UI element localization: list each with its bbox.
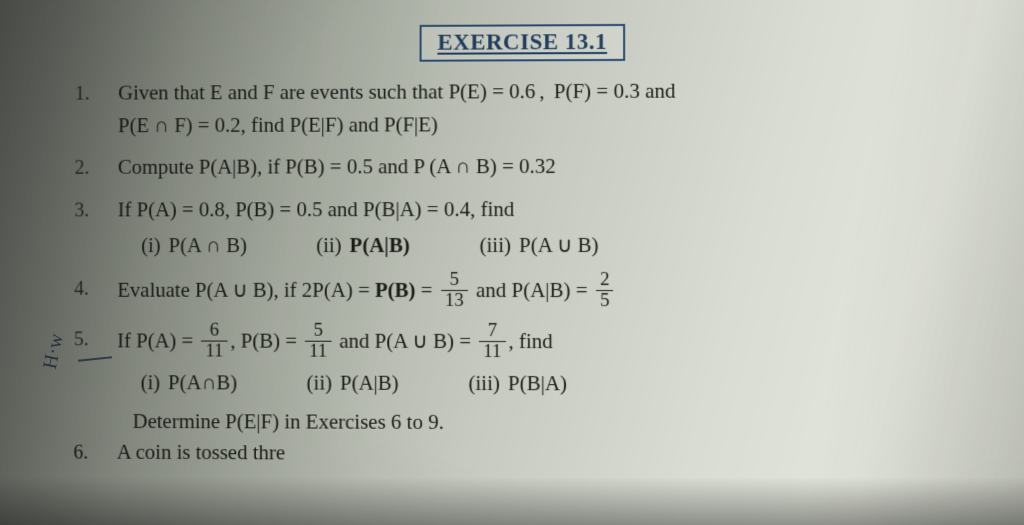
q4-pb: P(B) — [375, 278, 416, 302]
q3-part-iii-text: P(A ∪ B) — [519, 233, 599, 257]
q5-part-iii: (iii)P(B|A) — [468, 367, 567, 400]
question-6-partial: A coin is tossed thre — [73, 440, 978, 469]
frac-d: 13 — [441, 290, 468, 311]
q4-mid: and P(A|B) = — [471, 278, 593, 302]
q3-part-ii-text: P(A|B) — [350, 233, 410, 257]
q4-frac1: 513 — [441, 270, 468, 311]
q4-pre: Evaluate P(A ∪ B), if 2P(A) = — [117, 278, 375, 302]
comma-sep: , — [539, 79, 544, 103]
frac-n: 2 — [596, 270, 614, 290]
q3-part-i: (i)P(A ∩ B) — [141, 229, 247, 261]
q5-post: , find — [508, 329, 552, 353]
q3-parts: (i)P(A ∩ B) (ii)P(A|B) (iii)P(A ∪ B) — [117, 229, 977, 262]
frac-n: 5 — [441, 270, 468, 290]
q3-part-ii: (ii)P(A|B) — [316, 229, 410, 261]
q1-line1a: Given that E and F are events such that … — [118, 79, 535, 104]
frac-n: 5 — [305, 320, 331, 340]
exercise-title-wrap: EXERCISE 13.1 — [75, 22, 977, 63]
q5-mid2: and P(A ∪ B) = — [334, 329, 476, 353]
q5-frac1: 611 — [201, 320, 227, 361]
q2-text: Compute P(A|B), if P(B) = 0.5 and P (A ∩… — [118, 154, 556, 179]
q5-mid1: , P(B) = — [230, 329, 302, 353]
exercise-title: EXERCISE 13.1 — [419, 24, 625, 62]
frac-n: 7 — [479, 321, 505, 341]
q4-frac2: 25 — [596, 270, 614, 311]
q5-frac2: 511 — [305, 320, 331, 361]
q5-part-i-text: P(A∩B) — [168, 371, 237, 395]
q3-part-iii: (iii)P(A ∪ B) — [480, 229, 599, 262]
q1-line1c: and — [645, 79, 675, 103]
q5-frac3: 711 — [479, 321, 505, 362]
question-4: Evaluate P(A ∪ B), if 2P(A) = P(B) = 513… — [74, 272, 978, 313]
q3-part-i-text: P(A ∩ B) — [169, 233, 247, 257]
q4-eq: = — [416, 278, 438, 302]
q3-text: If P(A) = 0.8, P(B) = 0.5 and P(B|A) = 0… — [118, 197, 515, 221]
q5-part-i: (i)P(A∩B) — [141, 367, 238, 400]
q1-line2: P(E ∩ F) = 0.2, find P(E|F) and P(F|E) — [118, 112, 438, 137]
frac-d: 5 — [596, 290, 614, 311]
page-scan: EXERCISE 13.1 Given that E and F are eve… — [4, 0, 1024, 525]
q5-pre: If P(A) = — [117, 328, 198, 352]
question-1: Given that E and F are events such that … — [75, 74, 978, 142]
q5-part-ii-text: P(A|B) — [340, 371, 399, 395]
question-2: Compute P(A|B), if P(B) = 0.5 and P (A ∩… — [75, 149, 978, 183]
q5-parts: (i)P(A∩B) (ii)P(A|B) (iii)P(B|A) — [117, 367, 978, 402]
question-5: If P(A) = 611, P(B) = 511 and P(A ∪ B) =… — [74, 322, 979, 401]
frac-d: 11 — [305, 340, 331, 361]
q5-part-iii-text: P(B|A) — [508, 372, 567, 396]
q5-part-ii: (ii)P(A|B) — [307, 367, 399, 400]
determine-line: Determine P(E|F) in Exercises 6 to 9. — [74, 409, 979, 437]
question-3: If P(A) = 0.8, P(B) = 0.5 and P(B|A) = 0… — [74, 192, 978, 262]
frac-d: 11 — [201, 340, 227, 361]
frac-n: 6 — [201, 320, 227, 340]
question-list: Given that E and F are events such that … — [74, 74, 979, 402]
q1-line1b: P(F) = 0.3 — [554, 79, 640, 103]
frac-d: 11 — [479, 341, 505, 362]
